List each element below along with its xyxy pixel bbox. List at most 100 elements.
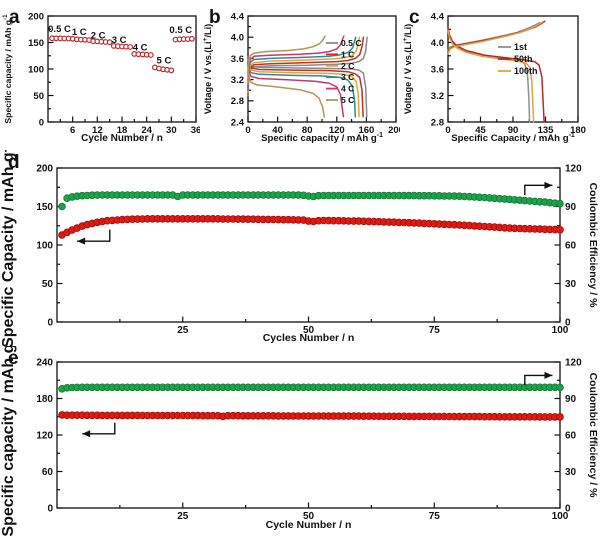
y-tick-label: 60: [42, 467, 54, 478]
axis-pointer-arrow: [77, 229, 111, 242]
panel-b-label: b: [209, 7, 221, 28]
x-axis-title: Specific capacity / mAh g-1: [261, 132, 383, 144]
y2-tick-label: 30: [565, 279, 577, 290]
y-axis-title: Voltage / V vs.(Li+/Li): [202, 24, 213, 115]
legend-label: 50th: [514, 54, 533, 64]
y-tick-label: 3.2: [231, 75, 244, 86]
y-tick-label: 100: [28, 64, 44, 75]
x-tick-label: 120: [329, 125, 345, 136]
arrow-head: [544, 371, 553, 379]
y-axis-title: Specific capacity / mAh g-1: [2, 14, 13, 124]
legend-label: 2 C: [341, 61, 354, 71]
y2-tick-label: 30: [565, 467, 577, 478]
axis-pointer-arrow: [524, 374, 553, 386]
panel-c-group: 0 45 90 135 180 2.8 3.2 3.6 4.0 4.4 Specific Capac…: [402, 11, 586, 144]
series-specific-capacity: [58, 411, 564, 421]
panel-c-chart: 0 45 90 135 180 2.8 3.2 3.6 4.0 4.4 Specific Capac…: [402, 11, 586, 144]
y2-tick-label: 120: [565, 163, 582, 174]
y-axis-title: Voltage / V vs.(Li+/Li): [402, 24, 413, 115]
y-tick-label: 150: [28, 38, 44, 49]
y-tick-label: 180: [36, 394, 53, 405]
arrow-head: [77, 237, 86, 245]
legend-label: 1st: [514, 42, 527, 52]
x-axis-title: Specific Capacity / mAh g-1: [451, 132, 575, 144]
x-tick-label: 75: [429, 325, 441, 336]
x-tick-label: 160: [358, 125, 374, 136]
x-tick-label: 25: [177, 325, 189, 336]
y-tick-label: 3.6: [431, 64, 444, 75]
y2-tick-label: 0: [565, 503, 571, 514]
panel-b-group: 0 40 80 120 160 200 2.4 2.8 3.2 3.6 4.0 4.4 Specific…: [202, 11, 400, 144]
y-tick-label: 150: [36, 202, 53, 213]
x-tick-label: 80: [302, 125, 313, 136]
arrow-head: [544, 181, 553, 189]
x-tick-label: 180: [570, 125, 586, 136]
panel-a-group: 6 12 18 24 30 36 0 50 100 150 200 Cycle Number / n S…: [2, 11, 200, 144]
x-tick-label: 50: [303, 511, 315, 522]
series-5-c: [247, 35, 326, 118]
legend: 1st 50th 100th: [498, 42, 538, 76]
panel-c-label: c: [409, 7, 420, 28]
x-axis-title: Cycle Number / n: [266, 519, 352, 531]
legend-label: 5 C: [341, 95, 354, 105]
y2-axis-title: Coulombic Efficiency / %: [587, 373, 599, 499]
rate-annotation: 1 C: [72, 27, 87, 38]
y-tick-label: 100: [36, 240, 53, 251]
x-tick-label: 12: [92, 125, 103, 136]
panel-a-chart: 6 12 18 24 30 36 0 50 100 150 200 Cycle Number / n S…: [2, 11, 200, 144]
y-tick-label: 3.2: [431, 91, 444, 102]
panel-a-label: a: [9, 7, 20, 28]
x-tick-label: 75: [429, 511, 441, 522]
y2-tick-label: 60: [565, 430, 577, 441]
y2-tick-label: 60: [565, 240, 577, 251]
legend-label: 0.5 C: [341, 38, 362, 48]
axis-pointer-arrow: [524, 184, 553, 195]
y-tick-label: 50: [33, 91, 44, 102]
plot-frame: [447, 15, 579, 123]
y-tick-label: 4.4: [431, 11, 445, 22]
y-tick-label: 4.0: [231, 33, 244, 44]
y2-tick-label: 90: [565, 394, 577, 405]
x-tick-label: 0: [245, 125, 250, 136]
x-tick-label: 0: [445, 125, 450, 136]
x-tick-label: 40: [272, 125, 283, 136]
series-specific-capacity: [58, 215, 564, 239]
x-axis-title: Cycle Number / n: [81, 133, 163, 144]
x-tick-label: 100: [552, 511, 569, 522]
y-tick-label: 0: [39, 117, 44, 128]
x-tick-label: 45: [475, 125, 486, 136]
panel-d-label: d: [8, 152, 20, 173]
x-tick-label: 24: [141, 125, 152, 136]
x-tick-label: 6: [70, 125, 75, 136]
rate-annotation: 5 C: [157, 56, 172, 67]
legend: 0.5 C1 C 2 C3 C 4 C5 C: [326, 38, 362, 105]
x-tick-label: 100: [552, 325, 569, 336]
y-tick-label: 3.6: [231, 54, 244, 65]
plot-frame: [56, 167, 561, 323]
y-tick-label: 2.4: [231, 117, 245, 128]
y-tick-label: 2.8: [231, 96, 244, 107]
legend-label: 1 C: [341, 49, 354, 59]
y-tick-label: 240: [36, 357, 53, 368]
y-tick-label: 4.0: [431, 38, 444, 49]
y-tick-label: 200: [36, 163, 53, 174]
rate-annotation: 2 C: [91, 30, 106, 41]
series-coulombic-efficiency: [58, 383, 564, 393]
y2-tick-label: 120: [565, 357, 582, 368]
arrow-head: [82, 430, 91, 438]
x-tick-label: 36: [191, 125, 200, 136]
y2-tick-label: 90: [565, 202, 577, 213]
rate-annotation: 3 C: [112, 35, 127, 46]
x-axis-title: Cycles Number / n: [263, 332, 355, 344]
y-tick-label: 2.8: [431, 117, 444, 128]
legend-label: 4 C: [341, 84, 354, 94]
y-tick-label: 120: [36, 430, 53, 441]
rate-annotation: 0.5 C: [169, 25, 192, 36]
x-tick-label: 200: [388, 125, 400, 136]
y2-tick-label: 0: [565, 317, 571, 328]
